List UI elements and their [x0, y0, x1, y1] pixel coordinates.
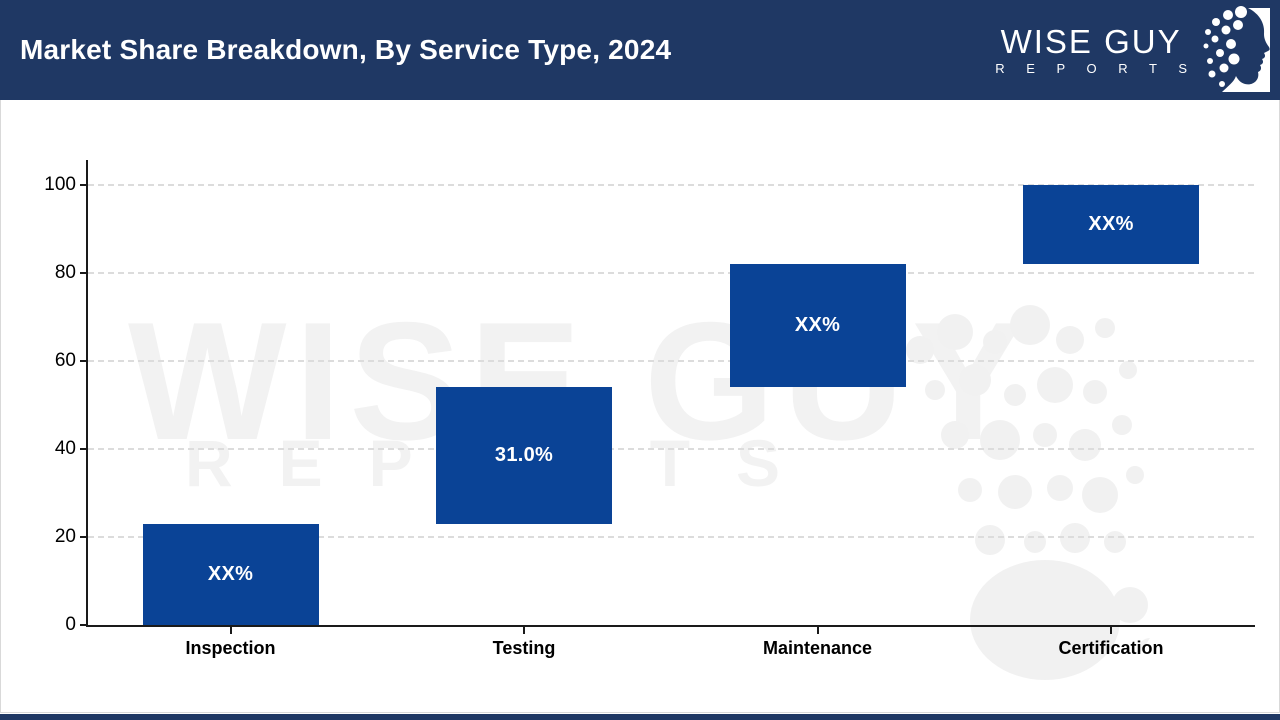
header-bar: Market Share Breakdown, By Service Type,… [0, 0, 1280, 100]
gridline [88, 184, 1255, 186]
bar-inspection: XX% [142, 523, 319, 625]
y-tick-label: 60 [54, 350, 76, 371]
bar-value-label: XX% [207, 562, 254, 585]
logo-wordmark: WISE GUY [1000, 22, 1182, 60]
x-axis-label: Testing [492, 638, 556, 658]
y-tick [80, 536, 88, 538]
bar-maintenance: XX% [729, 264, 906, 388]
x-axis-spine [86, 625, 1255, 627]
gridline [88, 536, 1255, 538]
x-tick [816, 627, 819, 634]
y-tick [80, 272, 88, 274]
y-tick [80, 624, 88, 626]
x-tick [1110, 627, 1112, 634]
gridline [88, 272, 1255, 274]
chart-title: Market Share Breakdown, By Service Type,… [20, 34, 672, 65]
gridline [88, 360, 1255, 362]
y-tick-label: 80 [54, 262, 76, 283]
logo-text: WISE GUY R E P O R T S [986, 22, 1196, 76]
bar-certification: XX% [1023, 185, 1199, 265]
bar-testing: 31.0% [436, 387, 612, 524]
face-profile-icon [1203, 6, 1270, 92]
y-tick [80, 448, 88, 450]
x-axis-label: Maintenance [762, 638, 873, 658]
x-tick [523, 627, 525, 634]
y-tick [80, 184, 88, 186]
bar-value-label: XX% [1088, 213, 1134, 236]
bar-value-label: XX% [794, 314, 841, 337]
x-tick [229, 627, 232, 634]
y-tick-label: 40 [54, 438, 76, 459]
y-tick-label: 0 [65, 614, 76, 635]
wiseguy-logo: WISE GUY R E P O R T S [986, 6, 1280, 94]
bar-value-label: 31.0% [494, 444, 554, 467]
x-axis-label: Certification [1058, 638, 1164, 658]
y-tick [80, 360, 88, 362]
y-tick-label: 20 [54, 526, 76, 547]
y-axis-spine [86, 160, 88, 627]
x-axis-label: Inspection [185, 638, 276, 658]
gridline [88, 448, 1255, 450]
logo-subtitle: R E P O R T S [995, 60, 1196, 76]
y-tick-label: 100 [44, 174, 76, 195]
footer-bar [0, 714, 1280, 720]
